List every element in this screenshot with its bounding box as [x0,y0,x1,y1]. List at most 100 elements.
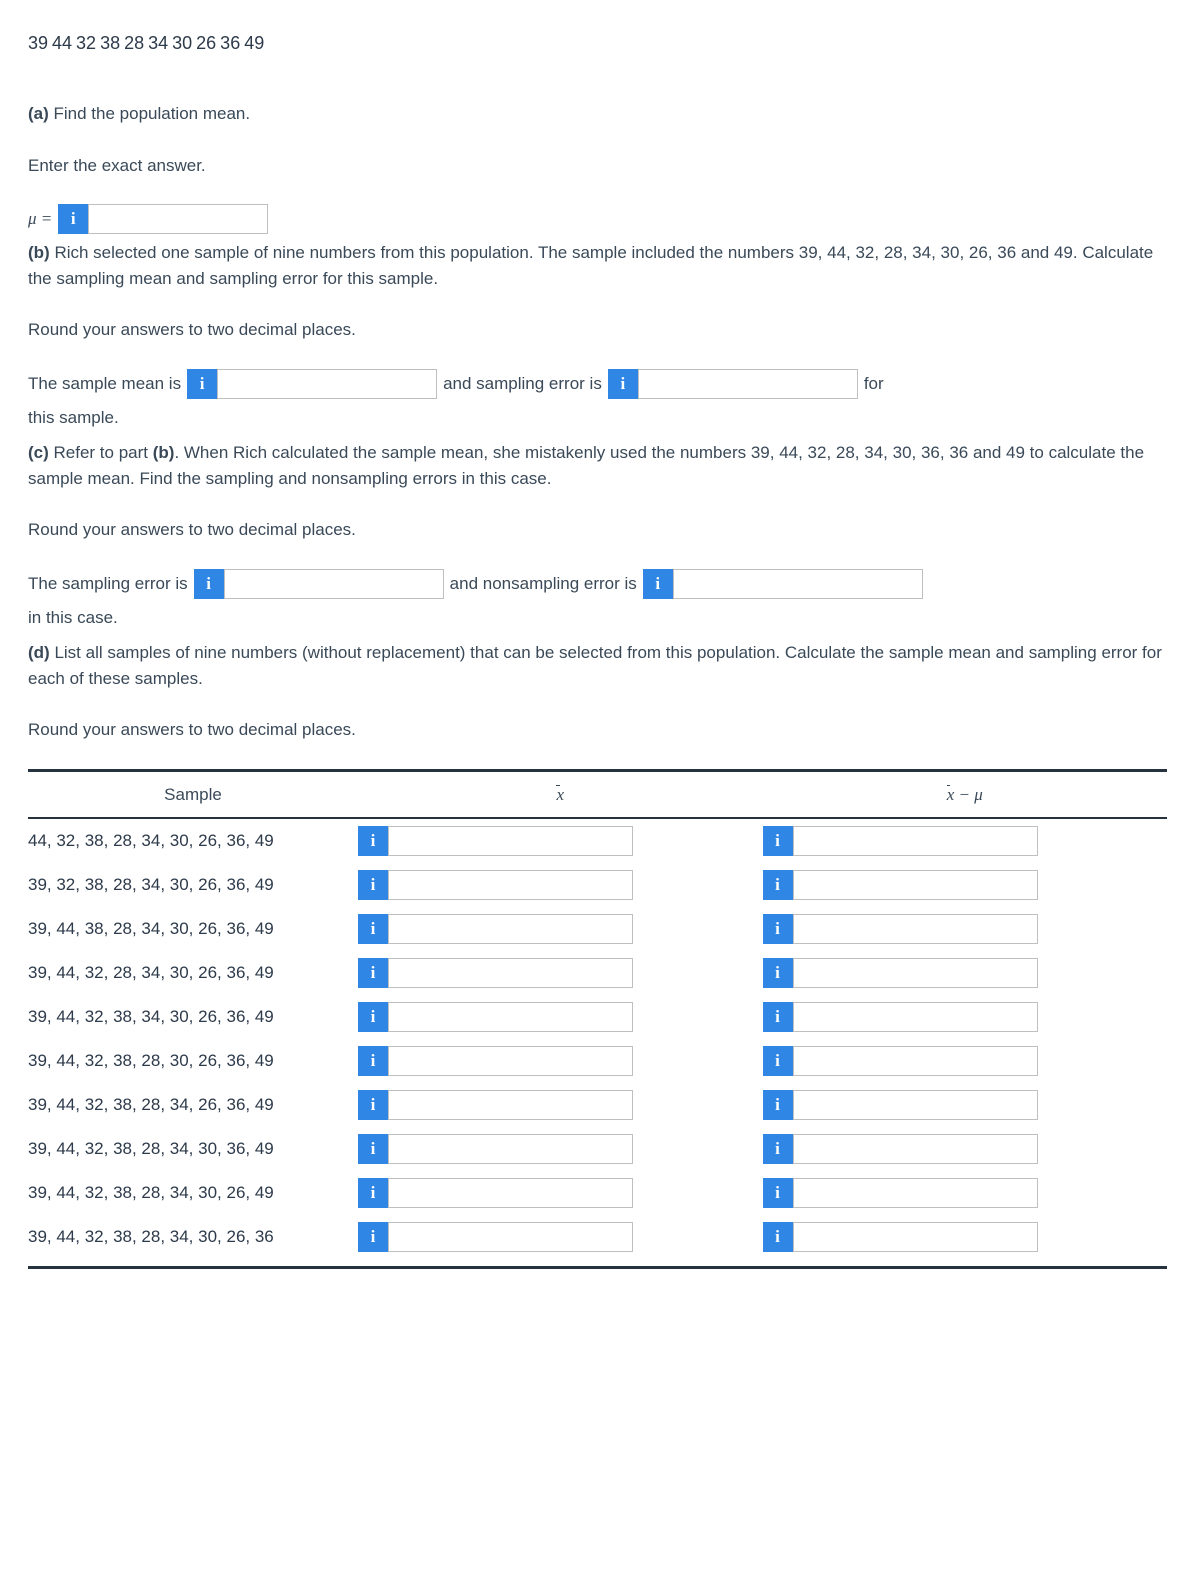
xbar-cell: i [358,1039,763,1083]
info-icon[interactable]: i [358,1090,388,1120]
part-c-prompt: (c) Refer to part (b). When Rich calcula… [28,440,1167,491]
info-icon[interactable]: i [763,1090,793,1120]
info-icon[interactable]: i [763,1046,793,1076]
table-row: 39, 44, 32, 28, 34, 30, 26, 36, 49ii [28,951,1167,995]
part-a-text: Find the population mean. [49,104,250,123]
info-icon[interactable]: i [187,369,217,399]
table-row: 44, 32, 38, 28, 34, 30, 26, 36, 49ii [28,818,1167,863]
diff-input[interactable] [793,1090,1038,1120]
sampling-error-c-input[interactable] [224,569,444,599]
part-c-text-b: . When Rich calculated the sample mean, … [28,443,1144,488]
info-icon[interactable]: i [763,914,793,944]
diff-cell: i [763,1215,1168,1268]
table-row: 39, 32, 38, 28, 34, 30, 26, 36, 49ii [28,863,1167,907]
col-sample: Sample [28,770,358,818]
xbar-input[interactable] [388,826,633,856]
info-icon[interactable]: i [643,569,673,599]
table-row: 39, 44, 32, 38, 28, 34, 26, 36, 49ii [28,1083,1167,1127]
part-b-text: Rich selected one sample of nine numbers… [28,243,1153,288]
info-icon[interactable]: i [763,870,793,900]
sample-cell: 39, 44, 32, 28, 34, 30, 26, 36, 49 [28,951,358,995]
diff-input[interactable] [793,826,1038,856]
info-icon[interactable]: i [608,369,638,399]
xbar-cell: i [358,951,763,995]
part-b-tail2: this sample. [28,405,1167,431]
sample-cell: 44, 32, 38, 28, 34, 30, 26, 36, 49 [28,818,358,863]
info-icon[interactable]: i [358,826,388,856]
diff-input[interactable] [793,958,1038,988]
part-b-mid: and sampling error is [443,371,602,397]
info-icon[interactable]: i [58,204,88,234]
part-c-label: (c) [28,443,49,462]
info-icon[interactable]: i [358,958,388,988]
diff-input[interactable] [793,1178,1038,1208]
part-c-tail2: in this case. [28,605,1167,631]
xbar-input[interactable] [388,1178,633,1208]
diff-input[interactable] [793,1134,1038,1164]
diff-cell: i [763,863,1168,907]
sample-cell: 39, 44, 38, 28, 34, 30, 26, 36, 49 [28,907,358,951]
info-icon[interactable]: i [763,826,793,856]
part-b-tail: for [864,371,884,397]
sample-cell: 39, 44, 32, 38, 28, 34, 30, 26, 36 [28,1215,358,1268]
info-icon[interactable]: i [194,569,224,599]
diff-input[interactable] [793,870,1038,900]
info-icon[interactable]: i [763,1002,793,1032]
xbar-cell: i [358,1083,763,1127]
part-c-lead: The sampling error is [28,571,188,597]
info-icon[interactable]: i [358,1002,388,1032]
table-row: 39, 44, 32, 38, 28, 30, 26, 36, 49ii [28,1039,1167,1083]
part-b-label: (b) [28,243,50,262]
info-icon[interactable]: i [763,958,793,988]
diff-input[interactable] [793,1002,1038,1032]
diff-cell: i [763,1039,1168,1083]
xbar-input[interactable] [388,1090,633,1120]
xbar-input[interactable] [388,1134,633,1164]
xbar-input[interactable] [388,958,633,988]
xbar-input[interactable] [388,870,633,900]
part-a-answer-row: μ = i [28,204,1167,234]
diff-cell: i [763,1171,1168,1215]
sample-cell: 39, 44, 32, 38, 28, 34, 30, 26, 49 [28,1171,358,1215]
part-b-lead: The sample mean is [28,371,181,397]
info-icon[interactable]: i [763,1222,793,1252]
nonsampling-error-input[interactable] [673,569,923,599]
mu-equals: μ = [28,206,52,232]
sample-cell: 39, 44, 32, 38, 28, 34, 30, 36, 49 [28,1127,358,1171]
xbar-input[interactable] [388,1002,633,1032]
part-d-text: List all samples of nine numbers (withou… [28,643,1162,688]
part-c-mid: and nonsampling error is [450,571,637,597]
info-icon[interactable]: i [763,1178,793,1208]
part-d-round: Round your answers to two decimal places… [28,717,1167,743]
sample-mean-input[interactable] [217,369,437,399]
part-b-round: Round your answers to two decimal places… [28,317,1167,343]
part-c-refbold: (b) [153,443,175,462]
info-icon[interactable]: i [358,914,388,944]
part-a-enter: Enter the exact answer. [28,153,1167,179]
diff-input[interactable] [793,914,1038,944]
xbar-input[interactable] [388,914,633,944]
xbar-cell: i [358,818,763,863]
diff-input[interactable] [793,1046,1038,1076]
info-icon[interactable]: i [358,870,388,900]
info-icon[interactable]: i [358,1134,388,1164]
info-icon[interactable]: i [763,1134,793,1164]
xbar-input[interactable] [388,1222,633,1252]
sample-cell: 39, 44, 32, 38, 34, 30, 26, 36, 49 [28,995,358,1039]
info-icon[interactable]: i [358,1178,388,1208]
part-a-prompt: (a) Find the population mean. [28,101,1167,127]
diff-input[interactable] [793,1222,1038,1252]
xbar-input[interactable] [388,1046,633,1076]
part-d-prompt: (d) List all samples of nine numbers (wi… [28,640,1167,691]
xbar-cell: i [358,1127,763,1171]
mu-input[interactable] [88,204,268,234]
table-row: 39, 44, 32, 38, 34, 30, 26, 36, 49ii [28,995,1167,1039]
info-icon[interactable]: i [358,1222,388,1252]
table-row: 39, 44, 32, 38, 28, 34, 30, 36, 49ii [28,1127,1167,1171]
sampling-error-input[interactable] [638,369,858,399]
info-icon[interactable]: i [358,1046,388,1076]
diff-cell: i [763,907,1168,951]
sample-cell: 39, 32, 38, 28, 34, 30, 26, 36, 49 [28,863,358,907]
xbar-cell: i [358,863,763,907]
diff-cell: i [763,1083,1168,1127]
